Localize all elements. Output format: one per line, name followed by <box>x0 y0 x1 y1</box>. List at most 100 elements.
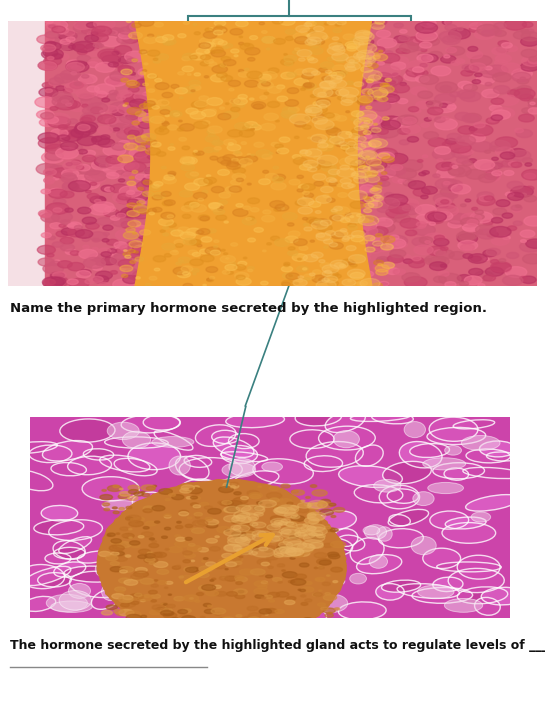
Circle shape <box>459 148 474 155</box>
Circle shape <box>97 126 113 134</box>
Circle shape <box>293 51 300 54</box>
Circle shape <box>101 37 121 47</box>
Ellipse shape <box>471 512 490 522</box>
Circle shape <box>287 597 296 601</box>
Circle shape <box>427 107 443 115</box>
Circle shape <box>41 49 63 59</box>
Circle shape <box>187 73 191 76</box>
Circle shape <box>319 49 332 56</box>
Circle shape <box>308 514 324 521</box>
Circle shape <box>138 229 158 239</box>
Circle shape <box>148 89 155 92</box>
Circle shape <box>447 105 456 109</box>
Circle shape <box>60 44 71 50</box>
Circle shape <box>525 29 534 34</box>
Circle shape <box>299 58 305 61</box>
Circle shape <box>227 592 238 596</box>
Circle shape <box>60 237 74 244</box>
Circle shape <box>40 112 54 119</box>
Circle shape <box>166 581 173 585</box>
Circle shape <box>377 95 396 104</box>
Circle shape <box>143 506 155 510</box>
Circle shape <box>101 135 110 139</box>
Circle shape <box>194 73 201 76</box>
Circle shape <box>295 550 310 556</box>
Circle shape <box>194 513 203 516</box>
Circle shape <box>322 271 332 276</box>
Circle shape <box>231 520 239 523</box>
Circle shape <box>396 241 404 246</box>
Circle shape <box>495 54 512 63</box>
Ellipse shape <box>46 594 88 611</box>
Circle shape <box>93 43 102 47</box>
Circle shape <box>128 496 138 501</box>
Circle shape <box>469 159 476 163</box>
Circle shape <box>340 229 347 232</box>
Circle shape <box>326 128 341 136</box>
Circle shape <box>233 157 248 164</box>
Circle shape <box>221 617 235 623</box>
Circle shape <box>67 279 78 285</box>
Circle shape <box>168 173 175 176</box>
Circle shape <box>54 73 73 83</box>
Circle shape <box>145 554 155 558</box>
Circle shape <box>118 65 131 71</box>
Circle shape <box>368 88 388 97</box>
Circle shape <box>317 534 325 538</box>
Circle shape <box>76 166 84 169</box>
Circle shape <box>400 160 422 172</box>
Circle shape <box>303 254 318 262</box>
Circle shape <box>295 632 310 638</box>
Circle shape <box>124 143 138 150</box>
Circle shape <box>128 243 150 254</box>
Circle shape <box>303 524 308 526</box>
Circle shape <box>245 68 249 71</box>
Circle shape <box>388 90 397 95</box>
Circle shape <box>154 561 168 568</box>
Circle shape <box>147 233 162 241</box>
Circle shape <box>365 172 377 177</box>
Ellipse shape <box>149 517 192 532</box>
Circle shape <box>520 239 526 242</box>
Circle shape <box>491 98 504 104</box>
Circle shape <box>90 107 103 113</box>
Circle shape <box>63 88 72 93</box>
Circle shape <box>434 239 449 246</box>
Circle shape <box>299 563 309 567</box>
Circle shape <box>322 76 330 80</box>
Circle shape <box>52 54 63 59</box>
Circle shape <box>156 54 168 60</box>
Circle shape <box>239 42 244 45</box>
Circle shape <box>162 628 172 633</box>
Circle shape <box>164 200 175 205</box>
Circle shape <box>476 75 495 84</box>
Circle shape <box>313 102 323 106</box>
Circle shape <box>353 131 362 136</box>
Circle shape <box>208 585 212 587</box>
Circle shape <box>477 196 495 205</box>
Circle shape <box>209 277 215 279</box>
Circle shape <box>148 222 155 227</box>
Circle shape <box>332 65 346 72</box>
Circle shape <box>136 136 144 140</box>
Ellipse shape <box>372 412 413 424</box>
Circle shape <box>312 490 327 496</box>
Circle shape <box>474 122 485 128</box>
Circle shape <box>457 234 477 244</box>
Circle shape <box>162 35 174 40</box>
Circle shape <box>377 128 388 134</box>
Circle shape <box>191 101 206 109</box>
Circle shape <box>243 206 251 210</box>
Circle shape <box>484 196 494 201</box>
Circle shape <box>341 145 349 149</box>
Circle shape <box>173 267 189 275</box>
Circle shape <box>308 520 318 524</box>
Circle shape <box>359 165 365 169</box>
Circle shape <box>513 221 522 226</box>
Ellipse shape <box>377 527 392 542</box>
Circle shape <box>205 247 221 255</box>
Circle shape <box>475 30 494 40</box>
Circle shape <box>380 53 400 63</box>
Circle shape <box>134 251 138 253</box>
Circle shape <box>408 107 419 112</box>
